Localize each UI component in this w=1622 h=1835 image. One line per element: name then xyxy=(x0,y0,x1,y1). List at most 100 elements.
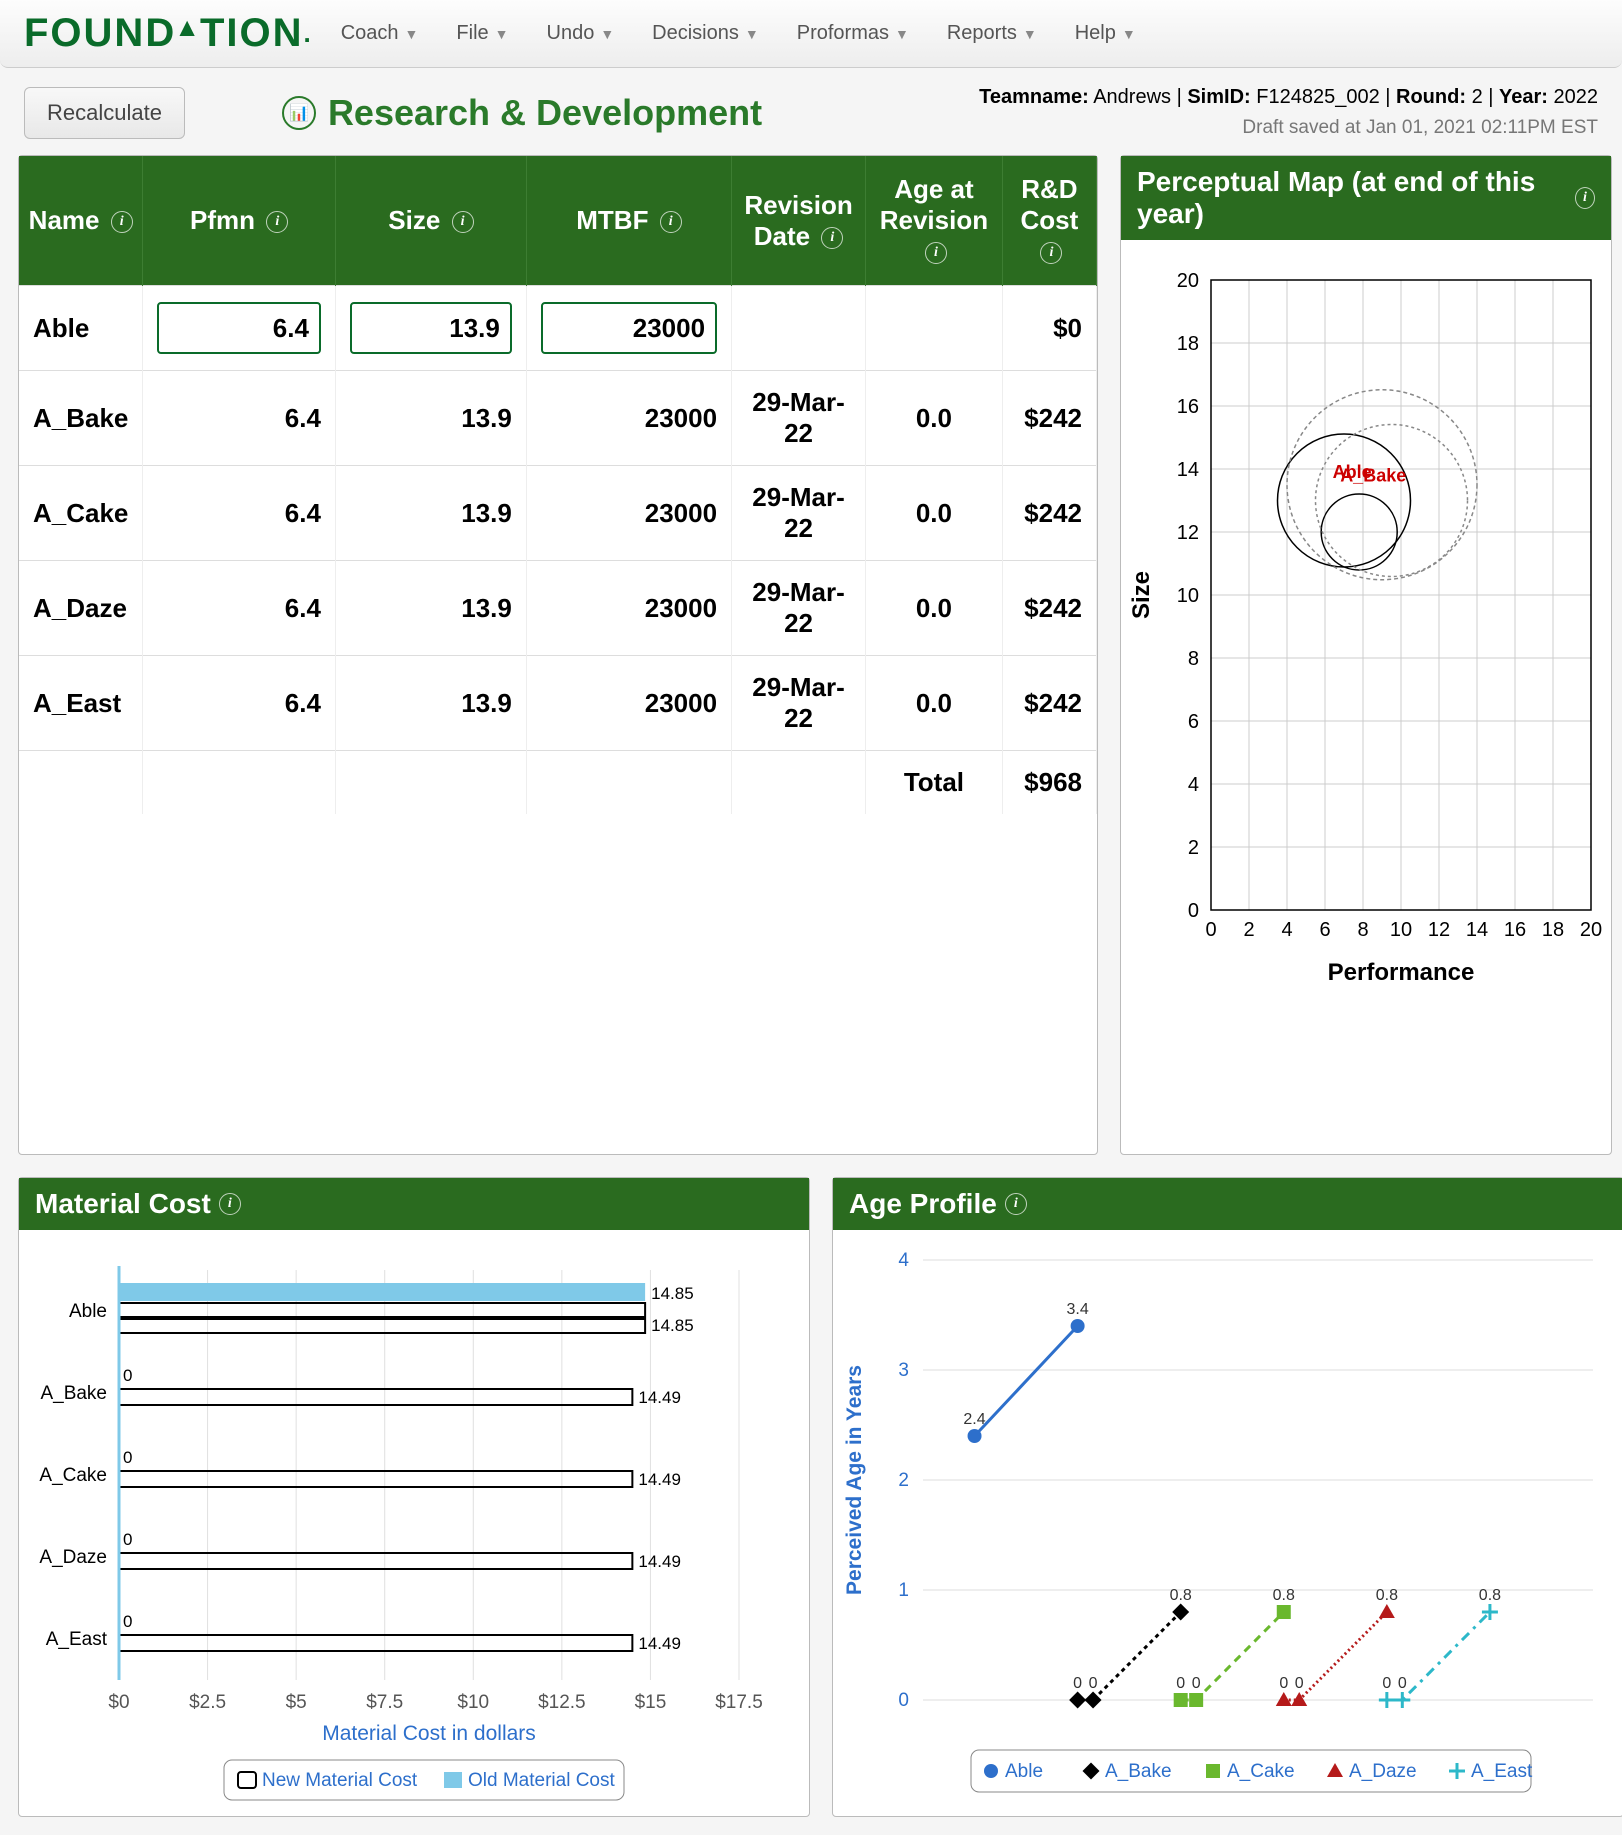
info-icon[interactable]: i xyxy=(1575,187,1595,209)
menu-reports[interactable]: Reports▼ xyxy=(947,22,1037,45)
svg-text:$15: $15 xyxy=(635,1692,667,1713)
info-icon[interactable]: i xyxy=(821,227,843,249)
svg-text:3.4: 3.4 xyxy=(1066,1301,1088,1318)
info-icon[interactable]: i xyxy=(660,211,682,233)
svg-text:14.85: 14.85 xyxy=(651,1316,694,1335)
svg-text:10: 10 xyxy=(1177,585,1199,607)
age-profile-title: Age Profile xyxy=(849,1188,997,1220)
svg-text:14: 14 xyxy=(1466,919,1488,941)
svg-text:18: 18 xyxy=(1177,333,1199,355)
info-icon[interactable]: i xyxy=(266,211,288,233)
svg-text:A_Bake: A_Bake xyxy=(1340,465,1406,485)
svg-text:$5: $5 xyxy=(286,1692,307,1713)
info-icon[interactable]: i xyxy=(1005,1193,1027,1215)
svg-text:12: 12 xyxy=(1177,522,1199,544)
svg-text:Able: Able xyxy=(1005,1761,1043,1782)
svg-text:6: 6 xyxy=(1188,711,1199,733)
info-icon[interactable]: i xyxy=(111,211,133,233)
perceptual-map-chart: 0246810121416182002468101214161820AbleA_… xyxy=(1121,240,1611,1000)
page-title: 📊 Research & Development xyxy=(282,92,762,134)
svg-text:0: 0 xyxy=(1382,1675,1391,1692)
svg-text:0: 0 xyxy=(1295,1675,1304,1692)
svg-text:A_Daze: A_Daze xyxy=(39,1547,107,1568)
sub-header: Recalculate 📊 Research & Development Tea… xyxy=(0,68,1622,147)
svg-text:14.49: 14.49 xyxy=(638,1388,681,1407)
svg-text:12: 12 xyxy=(1428,919,1450,941)
recalculate-button[interactable]: Recalculate xyxy=(24,87,185,139)
svg-text:16: 16 xyxy=(1504,919,1526,941)
top-navbar: FOUND▲TION. Coach▼File▼Undo▼Decisions▼Pr… xyxy=(0,0,1622,68)
svg-text:0: 0 xyxy=(1073,1675,1082,1692)
svg-text:$10: $10 xyxy=(457,1692,489,1713)
menu-proformas[interactable]: Proformas▼ xyxy=(797,22,909,45)
svg-text:2.4: 2.4 xyxy=(963,1411,985,1428)
age-profile-chart: 012342.43.4000.8000.8000.8000.8Perceived… xyxy=(833,1230,1622,1810)
table-row: A_East6.413.92300029-Mar-220.0$242 xyxy=(19,656,1097,751)
svg-text:0.8: 0.8 xyxy=(1273,1587,1295,1604)
svg-text:14.85: 14.85 xyxy=(651,1284,694,1303)
menu-decisions[interactable]: Decisions▼ xyxy=(652,22,759,45)
menu-help[interactable]: Help▼ xyxy=(1075,22,1136,45)
main-menu: Coach▼ File▼ Undo▼ Decisions▼ Proformas▼ Repo… xyxy=(341,22,1136,45)
rd-table-panel: Name iPfmn iSize iMTBF iRevisionDate iAg… xyxy=(18,155,1098,1155)
svg-text:A_Bake: A_Bake xyxy=(40,1383,107,1404)
svg-text:Size: Size xyxy=(1128,571,1155,619)
material-cost-chart: $0$2.5$5$7.5$10$12.5$15$17.5Able14.8514.… xyxy=(19,1230,809,1810)
svg-text:4: 4 xyxy=(898,1250,909,1271)
svg-text:0: 0 xyxy=(1188,900,1199,922)
size-input[interactable] xyxy=(350,302,512,354)
svg-text:0: 0 xyxy=(1192,1675,1201,1692)
svg-text:1: 1 xyxy=(898,1580,909,1601)
table-row: A_Daze6.413.92300029-Mar-220.0$242 xyxy=(19,561,1097,656)
pfmn-input[interactable] xyxy=(157,302,321,354)
table-row: A_Cake6.413.92300029-Mar-220.0$242 xyxy=(19,466,1097,561)
svg-text:14: 14 xyxy=(1177,459,1199,481)
svg-text:0: 0 xyxy=(898,1690,909,1711)
material-cost-title: Material Cost xyxy=(35,1188,211,1220)
svg-text:4: 4 xyxy=(1188,774,1199,796)
svg-text:A_Bake: A_Bake xyxy=(1105,1761,1172,1782)
mtbf-input[interactable] xyxy=(541,302,717,354)
svg-text:0: 0 xyxy=(1176,1675,1185,1692)
svg-text:A_Cake: A_Cake xyxy=(39,1465,107,1486)
menu-undo[interactable]: Undo▼ xyxy=(547,22,615,45)
svg-text:0.8: 0.8 xyxy=(1170,1587,1192,1604)
info-icon[interactable]: i xyxy=(452,211,474,233)
page-title-text: Research & Development xyxy=(328,92,762,134)
age-profile-panel: Age Profile i 012342.43.4000.8000.8000.8… xyxy=(832,1177,1622,1817)
perceptual-map-panel: Perceptual Map (at end of this year) i 0… xyxy=(1120,155,1612,1155)
info-icon[interactable]: i xyxy=(1040,242,1062,264)
rd-icon: 📊 xyxy=(282,96,316,130)
sim-meta: Teamname: Andrews | SimID: F124825_002 |… xyxy=(979,86,1598,139)
svg-text:16: 16 xyxy=(1177,396,1199,418)
svg-text:2: 2 xyxy=(1188,837,1199,859)
svg-text:Able: Able xyxy=(69,1301,107,1322)
svg-text:$7.5: $7.5 xyxy=(366,1692,403,1713)
menu-coach[interactable]: Coach▼ xyxy=(341,22,419,45)
svg-text:2: 2 xyxy=(1243,919,1254,941)
svg-text:8: 8 xyxy=(1357,919,1368,941)
svg-text:Old Material Cost: Old Material Cost xyxy=(468,1770,615,1791)
svg-text:0.8: 0.8 xyxy=(1479,1587,1501,1604)
svg-text:0: 0 xyxy=(123,1366,132,1385)
svg-text:New Material Cost: New Material Cost xyxy=(262,1770,418,1791)
svg-text:A_East: A_East xyxy=(1471,1761,1533,1782)
info-icon[interactable]: i xyxy=(219,1193,241,1215)
svg-text:$12.5: $12.5 xyxy=(538,1692,586,1713)
svg-text:0: 0 xyxy=(1089,1675,1098,1692)
svg-text:$0: $0 xyxy=(108,1692,129,1713)
svg-text:0: 0 xyxy=(123,1530,132,1549)
svg-text:18: 18 xyxy=(1542,919,1564,941)
svg-text:14.49: 14.49 xyxy=(638,1470,681,1489)
svg-text:14.49: 14.49 xyxy=(638,1552,681,1571)
info-icon[interactable]: i xyxy=(925,242,947,264)
svg-text:4: 4 xyxy=(1281,919,1292,941)
menu-file[interactable]: File▼ xyxy=(456,22,508,45)
material-cost-panel: Material Cost i $0$2.5$5$7.5$10$12.5$15$… xyxy=(18,1177,810,1817)
svg-text:3: 3 xyxy=(898,1360,909,1381)
svg-text:0: 0 xyxy=(1279,1675,1288,1692)
rd-table: Name iPfmn iSize iMTBF iRevisionDate iAg… xyxy=(19,156,1097,1154)
svg-text:6: 6 xyxy=(1319,919,1330,941)
svg-text:A_Cake: A_Cake xyxy=(1227,1761,1295,1782)
table-row: Able$0 xyxy=(19,286,1097,371)
